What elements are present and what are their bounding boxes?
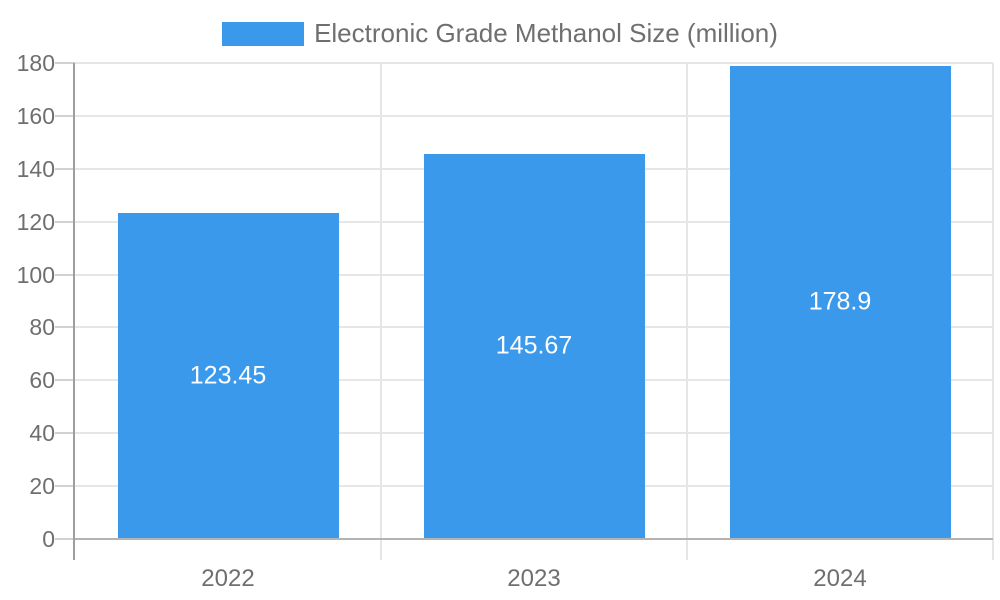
legend-swatch-icon [222, 21, 305, 46]
bar-value-label: 123.45 [189, 361, 267, 390]
plot-area: 123.45 145.67 178.9 [55, 62, 994, 560]
bar-value-label: 178.9 [808, 287, 872, 316]
legend: Electronic Grade Methanol Size (million) [0, 18, 1000, 49]
bar-value-label: 145.67 [495, 331, 573, 360]
bar[interactable]: 178.9 [729, 65, 951, 539]
x-axis-labels: 2022 2023 2024 [75, 563, 993, 595]
legend-label: Electronic Grade Methanol Size (million) [314, 18, 778, 48]
y-tick [55, 326, 75, 329]
x-gridline [380, 63, 382, 560]
x-baseline [75, 538, 993, 540]
y-tick [55, 485, 75, 488]
y-tick [55, 114, 75, 117]
y-tick-label: 40 [29, 420, 55, 447]
y-tick [55, 62, 75, 64]
y-tick [55, 167, 75, 170]
y-tick-label: 140 [16, 155, 55, 182]
y-tick-label: 180 [16, 50, 55, 76]
x-gridline [686, 63, 688, 560]
x-tick-label: 2022 [201, 565, 255, 592]
y-tick-label: 20 [29, 473, 55, 500]
y-tick [55, 432, 75, 435]
x-tick-label: 2024 [813, 565, 867, 592]
bar[interactable]: 123.45 [117, 212, 339, 539]
bar[interactable]: 145.67 [423, 153, 645, 539]
y-gridline [75, 114, 993, 117]
y-tick-label: 60 [29, 367, 55, 394]
x-gridline [992, 63, 994, 560]
y-axis-labels: 0 20 40 60 80 100 120 140 160 180 [0, 50, 55, 552]
y-tick-label: 0 [42, 526, 55, 552]
y-tick [55, 538, 75, 540]
y-tick [55, 273, 75, 276]
y-tick-label: 100 [16, 261, 55, 288]
y-tick-label: 120 [16, 208, 55, 235]
y-tick [55, 220, 75, 223]
y-tick-label: 80 [29, 314, 55, 341]
y-axis-line [73, 63, 75, 560]
legend-item[interactable]: Electronic Grade Methanol Size (million) [222, 18, 778, 49]
y-tick [55, 379, 75, 382]
y-gridline [75, 62, 993, 64]
x-tick-label: 2023 [507, 565, 561, 592]
y-tick-label: 160 [16, 102, 55, 129]
